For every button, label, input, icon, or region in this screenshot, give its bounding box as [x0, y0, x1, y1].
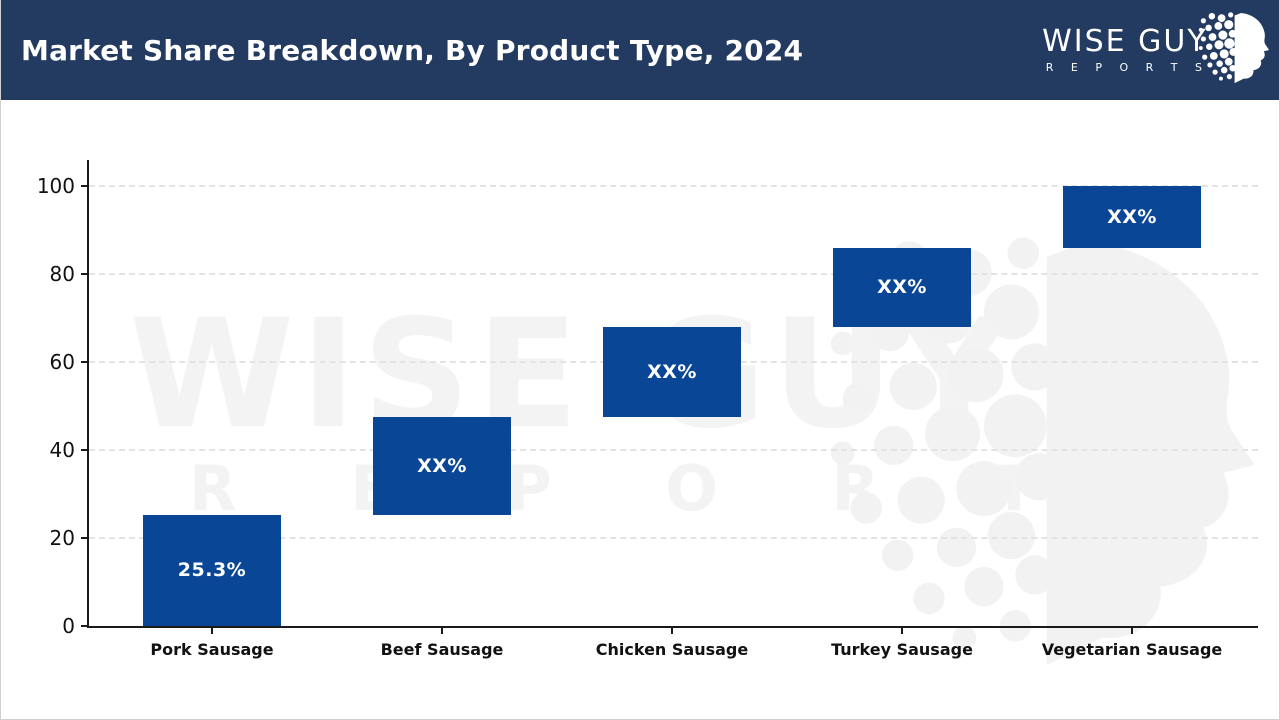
gridline [89, 537, 1258, 539]
y-axis-tick [81, 361, 89, 363]
waterfall-bar: 25.3% [143, 514, 281, 626]
gridline [89, 185, 1258, 187]
y-axis-tick-label: 60 [49, 350, 75, 374]
gridline [89, 273, 1258, 275]
waterfall-bar: XX% [833, 247, 971, 327]
y-axis-tick [81, 185, 89, 187]
x-axis-tick [1131, 626, 1133, 634]
y-axis-tick-label: 40 [49, 438, 75, 462]
y-axis-tick [81, 625, 89, 627]
wise-guy-logo-text: WISE GUY R E P O R T S [1041, 24, 1209, 74]
chart-title: Market Share Breakdown, By Product Type,… [21, 33, 804, 67]
header-bar: Market Share Breakdown, By Product Type,… [1, 0, 1279, 100]
x-axis-category-label: Chicken Sausage [595, 640, 749, 659]
bar-value-label: XX% [647, 360, 697, 383]
waterfall-bar: XX% [603, 326, 741, 417]
y-axis-tick [81, 449, 89, 451]
bar-value-label: XX% [877, 276, 927, 299]
logo-subtitle: R E P O R T S [1045, 61, 1209, 74]
x-axis-tick [441, 626, 443, 634]
chart-area: WISE GUY R E P O R T S 0 20 40 60 80 100 25.3%… [1, 100, 1279, 719]
y-axis-tick [81, 537, 89, 539]
waterfall-bar: XX% [373, 417, 511, 515]
waterfall-bar: XX% [1063, 186, 1201, 248]
bar-value-label: 25.3% [177, 559, 247, 582]
y-axis-tick-label: 20 [49, 526, 75, 550]
wise-guy-face-icon [1198, 12, 1270, 84]
y-axis-tick-label: 100 [36, 174, 75, 198]
y-axis-tick-label: 0 [62, 614, 75, 638]
logo-wordmark: WISE GUY [1042, 24, 1208, 59]
x-axis-tick [211, 626, 213, 634]
y-axis-tick-label: 80 [49, 262, 75, 286]
bar-value-label: XX% [1107, 205, 1157, 228]
wise-guy-logo: WISE GUY R E P O R T S [1041, 7, 1271, 93]
x-axis-category-label: Beef Sausage [380, 640, 504, 659]
plot-area: 0 20 40 60 80 100 25.3% Pork Sausage XX% Beef Sau… [37, 160, 1258, 659]
y-axis-tick [81, 273, 89, 275]
gridline [89, 449, 1258, 451]
x-axis-tick [671, 626, 673, 634]
x-axis-category-label: Pork Sausage [150, 640, 274, 659]
bar-value-label: XX% [417, 454, 467, 477]
x-axis-category-label: Vegetarian Sausage [1041, 640, 1223, 659]
x-axis-tick [901, 626, 903, 634]
x-axis-category-label: Turkey Sausage [831, 640, 973, 659]
y-axis-line [87, 160, 89, 628]
